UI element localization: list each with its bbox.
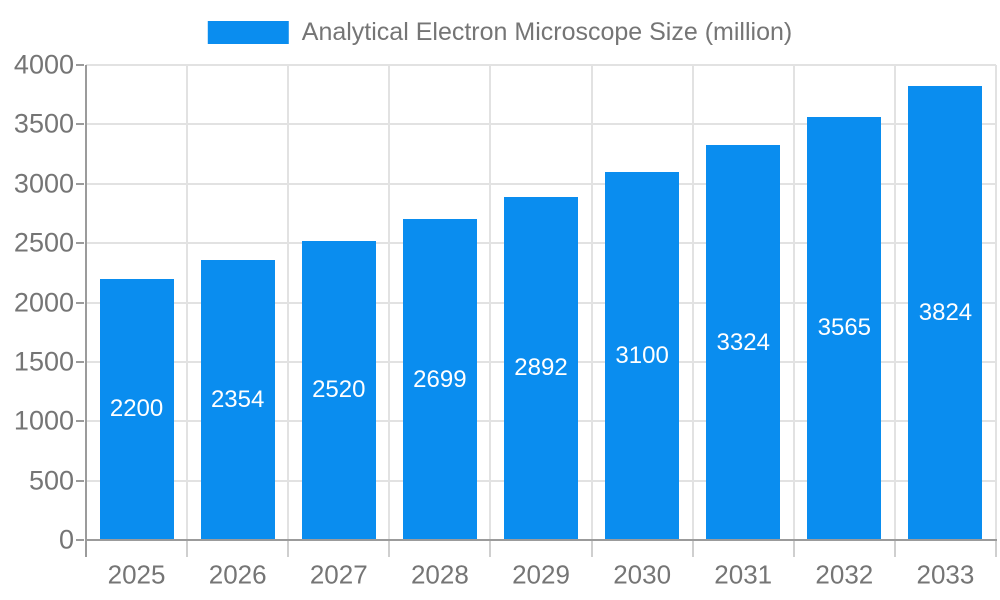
y-axis-label: 4000	[13, 49, 74, 80]
y-axis-tick	[76, 64, 84, 66]
y-axis-tick	[76, 242, 84, 245]
bar[interactable]	[99, 278, 174, 540]
x-axis-tick	[388, 541, 391, 557]
x-gridline	[792, 65, 795, 540]
bar[interactable]	[807, 116, 882, 540]
x-gridline	[287, 65, 290, 540]
x-gridline	[893, 65, 896, 540]
x-gridline	[995, 65, 997, 540]
bar-value-label: 2892	[514, 354, 568, 382]
x-axis-tick	[590, 541, 593, 557]
x-gridline	[489, 65, 492, 540]
x-gridline	[186, 65, 189, 540]
y-axis-line	[85, 65, 87, 556]
y-axis-tick	[76, 182, 84, 185]
y-axis-label: 500	[28, 465, 74, 496]
x-axis-label: 2027	[309, 559, 368, 590]
bar-value-label: 3824	[918, 298, 973, 326]
x-axis-tick	[995, 541, 997, 557]
y-axis-label: 3000	[13, 168, 74, 199]
x-gridline	[691, 65, 694, 540]
x-axis-line	[85, 539, 997, 541]
x-axis-label: 2031	[714, 559, 773, 590]
x-axis-label: 2026	[208, 559, 267, 590]
y-axis-label: 1500	[13, 346, 74, 377]
legend-label: Analytical Electron Microscope Size (mil…	[301, 18, 793, 46]
bar[interactable]	[605, 171, 680, 540]
bar[interactable]	[301, 240, 376, 540]
x-axis-label: 2029	[512, 559, 570, 590]
y-axis-label: 0	[58, 524, 74, 555]
x-axis-tick	[691, 541, 694, 557]
bar-value-label: 3100	[615, 341, 669, 369]
y-axis-tick	[76, 539, 84, 541]
legend-swatch-icon	[207, 21, 289, 44]
bar-value-label: 3324	[716, 328, 770, 356]
legend-item[interactable]: Analytical Electron Microscope Size (mil…	[207, 18, 793, 46]
x-axis-label: 2030	[613, 559, 672, 590]
y-gridline	[86, 123, 996, 126]
bar-value-label: 2699	[413, 365, 467, 393]
bar[interactable]	[504, 196, 578, 540]
bar[interactable]	[200, 260, 275, 540]
bar[interactable]	[908, 85, 983, 540]
bar-value-label: 3565	[817, 314, 872, 342]
bar[interactable]	[706, 145, 781, 540]
y-axis-tick	[76, 123, 84, 126]
y-axis-tick	[76, 479, 84, 482]
y-axis-label: 2000	[13, 287, 74, 317]
x-gridline	[590, 65, 593, 540]
y-axis-tick	[76, 360, 84, 363]
x-axis-tick	[893, 541, 896, 557]
x-gridline	[388, 65, 391, 540]
x-axis-label: 2025	[107, 559, 166, 590]
x-axis-tick	[489, 541, 492, 557]
x-axis-tick	[287, 541, 290, 557]
bar-value-label: 2354	[210, 386, 265, 414]
x-axis-label: 2032	[815, 559, 874, 590]
x-axis-label: 2033	[916, 559, 975, 590]
y-gridline	[86, 64, 996, 66]
y-axis-label: 3500	[13, 108, 74, 139]
y-axis-label: 1000	[13, 405, 74, 436]
x-axis-tick	[792, 541, 795, 557]
x-axis-label: 2028	[410, 559, 469, 590]
y-axis-tick	[76, 301, 84, 304]
y-axis-tick	[76, 420, 84, 423]
bar[interactable]	[402, 219, 477, 540]
x-axis-tick	[186, 541, 189, 557]
bar-value-label: 2520	[312, 376, 366, 404]
y-gridline	[86, 182, 996, 185]
y-axis-label: 2500	[13, 227, 74, 258]
bar-value-label: 2200	[109, 395, 164, 423]
